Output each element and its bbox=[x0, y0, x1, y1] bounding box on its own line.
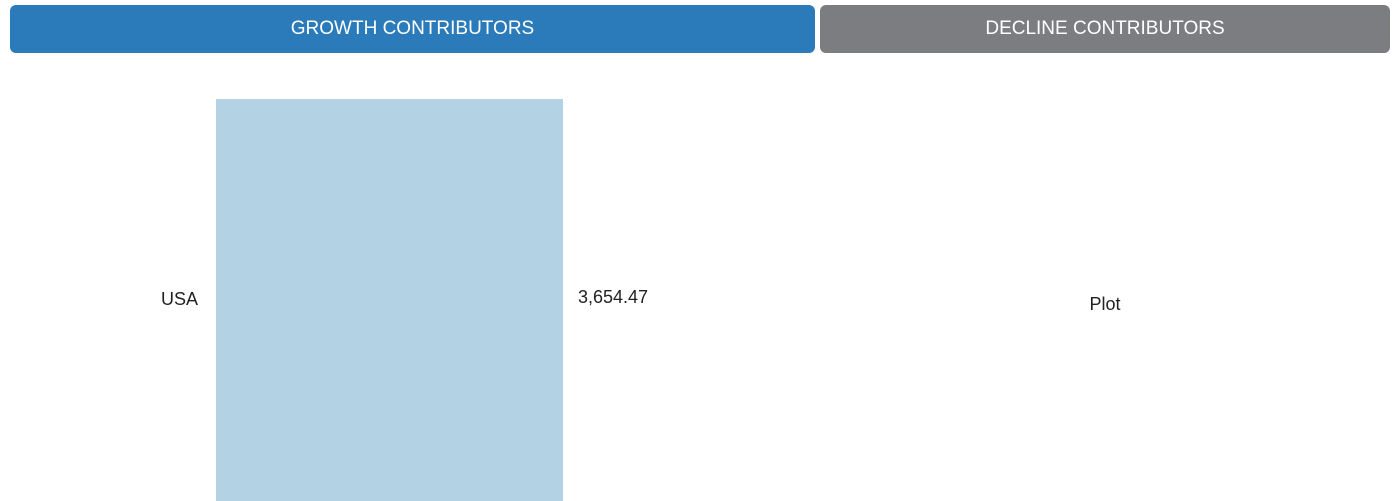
plot-placeholder: Plot bbox=[1089, 294, 1120, 314]
category-label: USA bbox=[161, 289, 198, 309]
bar bbox=[216, 99, 563, 501]
growth-tab[interactable]: GROWTH CONTRIBUTORS bbox=[10, 5, 815, 53]
decline-tab[interactable]: DECLINE CONTRIBUTORS bbox=[820, 5, 1390, 53]
value-label: 3,654.47 bbox=[578, 287, 648, 307]
